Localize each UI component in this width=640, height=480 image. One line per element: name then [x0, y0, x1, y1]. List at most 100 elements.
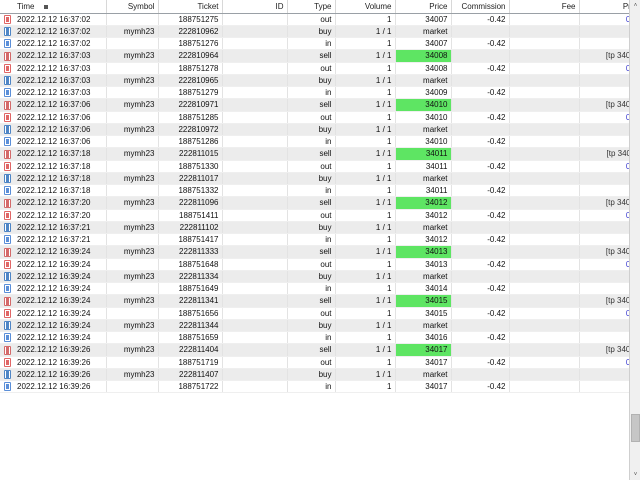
cell-symbol [106, 307, 159, 320]
cell-profit: 0.50 [579, 13, 629, 26]
cell-price: 34010 [395, 98, 452, 112]
cell-id [222, 380, 288, 394]
table-row[interactable]: 2022.12.12 16:39:24 188751656 out 1 34015 -0.… [0, 307, 629, 320]
cell-fee [509, 13, 580, 26]
cell-type: in [287, 380, 336, 394]
cell-profit [579, 172, 629, 186]
column-header-volume[interactable]: Volume [335, 0, 396, 14]
cell-id [222, 160, 288, 173]
scrollbar-thumb[interactable] [631, 414, 640, 442]
column-header-icon [0, 0, 14, 14]
row-type-buy-icon [0, 25, 14, 39]
table-row[interactable]: 2022.12.12 16:37:21 mymh23 222811102 buy 1 /… [0, 221, 629, 235]
table-row[interactable]: 2022.12.12 16:39:24 mymh23 222811334 buy 1 /… [0, 270, 629, 284]
table-row[interactable]: 2022.12.12 16:39:24 188751648 out 1 34013 -0.… [0, 258, 629, 271]
cell-id [222, 331, 288, 345]
cell-fee [509, 294, 580, 308]
column-header-id[interactable]: ID [222, 0, 288, 14]
vertical-scrollbar[interactable]: ˄ ˅ [629, 0, 640, 480]
table-row[interactable]: 2022.12.12 16:37:02 mymh23 222810962 buy 1 /… [0, 25, 629, 39]
cell-volume: 1 [335, 356, 396, 369]
table-row[interactable]: 2022.12.12 16:39:24 188751659 in 1 34016 -0.4… [0, 331, 629, 345]
row-type-sell-icon [0, 343, 14, 357]
cell-price: market [395, 270, 452, 284]
cell-type: out [287, 13, 336, 26]
cell-volume: 1 / 1 [335, 245, 396, 259]
cell-fee [509, 123, 580, 137]
cell-volume: 1 [335, 184, 396, 198]
cell-price: 34007 [395, 37, 452, 51]
table-row[interactable]: 2022.12.12 16:37:06 mymh23 222810971 sell 1 … [0, 98, 629, 112]
cell-profit [579, 233, 629, 247]
table-row[interactable]: 2022.12.12 16:37:03 188751278 out 1 34008 -0.… [0, 62, 629, 75]
table-row[interactable]: 2022.12.12 16:37:21 188751417 in 1 34012 -0.4… [0, 233, 629, 247]
cell-volume: 1 / 1 [335, 123, 396, 137]
cell-fee [509, 368, 580, 382]
cell-fee [509, 380, 580, 394]
table-row[interactable]: 2022.12.12 16:37:18 mymh23 222811015 sell 1 … [0, 147, 629, 161]
cell-symbol: mymh23 [106, 98, 159, 112]
cell-type: in [287, 86, 336, 100]
table-row[interactable]: 2022.12.12 16:39:24 188751649 in 1 34014 -0.4… [0, 282, 629, 296]
cell-time: 2022.12.12 16:37:06 [14, 123, 107, 137]
row-type-sell-icon [0, 49, 14, 63]
cell-id [222, 368, 288, 382]
column-header-price[interactable]: Price [395, 0, 452, 14]
cell-fee [509, 86, 580, 100]
cell-type: sell [287, 196, 336, 210]
cell-ticket: 188751286 [158, 135, 223, 149]
cell-commission: -0.42 [451, 111, 510, 124]
table-row[interactable]: 2022.12.12 16:39:24 mymh23 222811344 buy 1 /… [0, 319, 629, 333]
cell-price: market [395, 319, 452, 333]
column-header-profit[interactable]: Profit [579, 0, 629, 14]
cell-price: market [395, 74, 452, 88]
cell-type: sell [287, 343, 336, 357]
table-row[interactable]: 2022.12.12 16:37:20 mymh23 222811096 sell 1 … [0, 196, 629, 210]
table-row[interactable]: 2022.12.12 16:37:18 188751330 out 1 34011 -0.… [0, 160, 629, 173]
table-row[interactable]: 2022.12.12 16:37:06 188751286 in 1 34010 -0.4… [0, 135, 629, 149]
cell-volume: 1 / 1 [335, 196, 396, 210]
column-header-symbol[interactable]: Symbol [106, 0, 159, 14]
cell-id [222, 209, 288, 222]
table-row[interactable]: 2022.12.12 16:39:26 188751719 out 1 34017 -0.… [0, 356, 629, 369]
column-header-fee[interactable]: Fee [509, 0, 580, 14]
cell-commission: -0.42 [451, 233, 510, 247]
table-row[interactable]: 2022.12.12 16:37:03 mymh23 222810965 buy 1 /… [0, 74, 629, 88]
header-row: Time Symbol Ticket ID Type Volume Price … [0, 0, 629, 14]
cell-fee [509, 135, 580, 149]
cell-volume: 1 / 1 [335, 343, 396, 357]
table-row[interactable]: 2022.12.12 16:37:02 188751275 out 1 34007 -0.… [0, 13, 629, 26]
cell-time: 2022.12.12 16:37:06 [14, 111, 107, 124]
table-row[interactable]: 2022.12.12 16:37:06 mymh23 222810972 buy 1 /… [0, 123, 629, 137]
table-row[interactable]: 2022.12.12 16:37:20 188751411 out 1 34012 -0.… [0, 209, 629, 222]
table-row[interactable]: 2022.12.12 16:39:24 mymh23 222811341 sell 1 … [0, 294, 629, 308]
table-row[interactable]: 2022.12.12 16:39:26 mymh23 222811404 sell 1 … [0, 343, 629, 357]
scroll-down-icon[interactable]: ˅ [630, 469, 640, 480]
cell-ticket: 188751285 [158, 111, 223, 124]
table-row[interactable]: 2022.12.12 16:37:18 mymh23 222811017 buy 1 /… [0, 172, 629, 186]
cell-id [222, 172, 288, 186]
table-row[interactable]: 2022.12.12 16:37:03 188751279 in 1 34009 -0.4… [0, 86, 629, 100]
table-row[interactable]: 2022.12.12 16:37:06 188751285 out 1 34010 -0.… [0, 111, 629, 124]
cell-symbol [106, 184, 159, 198]
table-row[interactable]: 2022.12.12 16:37:18 188751332 in 1 34011 -0.4… [0, 184, 629, 198]
table-row[interactable]: 2022.12.12 16:37:02 188751276 in 1 34007 -0.4… [0, 37, 629, 51]
column-header-time[interactable]: Time [14, 0, 107, 14]
cell-symbol: mymh23 [106, 74, 159, 88]
column-header-type[interactable]: Type [287, 0, 336, 14]
cell-type: in [287, 233, 336, 247]
cell-commission: -0.42 [451, 356, 510, 369]
table-row[interactable]: 2022.12.12 16:39:26 mymh23 222811407 buy 1 /… [0, 368, 629, 382]
cell-time: 2022.12.12 16:39:26 [14, 380, 107, 394]
column-header-ticket[interactable]: Ticket [158, 0, 223, 14]
cell-id [222, 86, 288, 100]
table-row[interactable]: 2022.12.12 16:37:03 mymh23 222810964 sell 1 … [0, 49, 629, 63]
column-header-commission[interactable]: Commission [451, 0, 510, 14]
table-row[interactable]: 2022.12.12 16:39:24 mymh23 222811333 sell 1 … [0, 245, 629, 259]
cell-price: 34015 [395, 307, 452, 320]
cell-ticket: 188751279 [158, 86, 223, 100]
table-row[interactable]: 2022.12.12 16:39:26 188751722 in 1 34017 -0.4… [0, 380, 629, 394]
cell-type: sell [287, 147, 336, 161]
scroll-up-icon[interactable]: ˄ [630, 0, 640, 11]
